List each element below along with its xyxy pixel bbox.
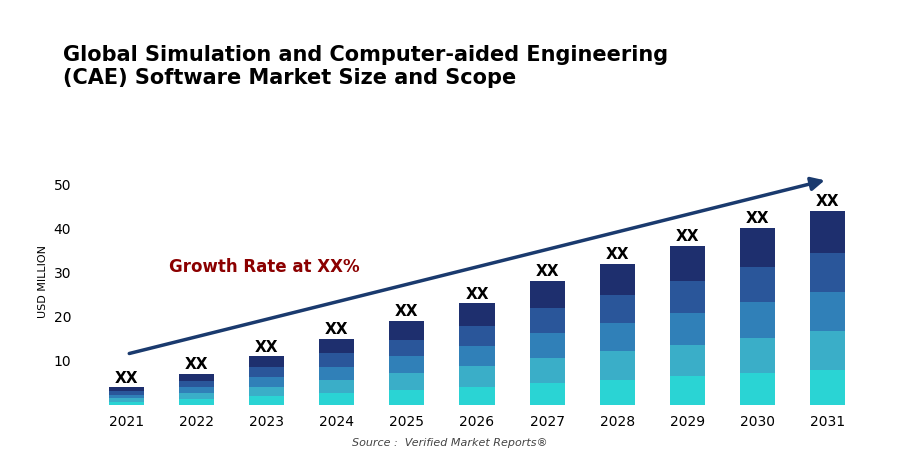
Y-axis label: USD MILLION: USD MILLION xyxy=(38,245,48,318)
Text: XX: XX xyxy=(325,322,348,337)
Bar xyxy=(460,346,494,366)
Bar xyxy=(390,356,425,373)
Bar xyxy=(670,345,705,376)
Bar xyxy=(529,382,564,405)
Bar xyxy=(179,381,214,387)
Bar xyxy=(740,267,775,302)
Text: XX: XX xyxy=(606,247,629,262)
Text: XX: XX xyxy=(115,370,139,386)
Bar xyxy=(320,339,355,353)
Bar xyxy=(109,398,144,402)
Bar xyxy=(599,323,634,351)
Bar xyxy=(740,302,775,338)
Bar xyxy=(249,387,284,396)
Bar xyxy=(320,393,355,405)
Bar xyxy=(599,379,634,405)
Bar xyxy=(670,376,705,405)
Bar xyxy=(109,387,144,391)
Bar xyxy=(320,367,355,380)
Bar xyxy=(390,339,425,356)
Bar xyxy=(810,331,845,370)
Bar xyxy=(390,321,425,339)
Bar xyxy=(529,358,564,382)
Bar xyxy=(529,281,564,309)
Bar xyxy=(810,292,845,331)
Bar xyxy=(109,391,144,395)
Bar xyxy=(179,387,214,393)
Text: Source :  Verified Market Reports®: Source : Verified Market Reports® xyxy=(352,437,548,447)
Bar xyxy=(810,211,845,253)
Bar xyxy=(670,281,705,313)
Text: XX: XX xyxy=(815,194,839,209)
Bar xyxy=(109,395,144,398)
Bar xyxy=(249,356,284,367)
Bar xyxy=(599,295,634,323)
Bar xyxy=(599,351,634,379)
Text: Growth Rate at XX%: Growth Rate at XX% xyxy=(168,258,359,276)
Bar xyxy=(320,353,355,367)
Bar xyxy=(109,402,144,405)
Bar xyxy=(740,228,775,267)
Bar xyxy=(460,303,494,326)
Bar xyxy=(460,326,494,346)
Bar xyxy=(529,309,564,333)
Bar xyxy=(179,400,214,405)
Bar xyxy=(670,313,705,345)
Bar xyxy=(249,396,284,405)
Bar xyxy=(249,377,284,387)
Text: XX: XX xyxy=(745,212,770,226)
Bar xyxy=(179,374,214,381)
Bar xyxy=(670,246,705,281)
Bar xyxy=(810,253,845,292)
Bar xyxy=(810,370,845,405)
Text: XX: XX xyxy=(465,287,489,302)
Text: XX: XX xyxy=(536,265,559,279)
Text: XX: XX xyxy=(255,340,278,355)
Bar xyxy=(529,333,564,358)
Bar xyxy=(179,393,214,400)
Bar xyxy=(390,390,425,405)
Bar xyxy=(740,338,775,373)
Bar xyxy=(390,373,425,390)
Bar xyxy=(740,373,775,405)
Bar xyxy=(460,366,494,387)
Text: XX: XX xyxy=(184,357,209,372)
Bar xyxy=(249,367,284,377)
Text: XX: XX xyxy=(676,229,699,244)
Text: XX: XX xyxy=(395,304,419,319)
Bar xyxy=(320,380,355,393)
Text: Global Simulation and Computer-aided Engineering
(CAE) Software Market Size and : Global Simulation and Computer-aided Eng… xyxy=(63,45,668,88)
Bar xyxy=(599,264,634,295)
Bar xyxy=(460,387,494,405)
